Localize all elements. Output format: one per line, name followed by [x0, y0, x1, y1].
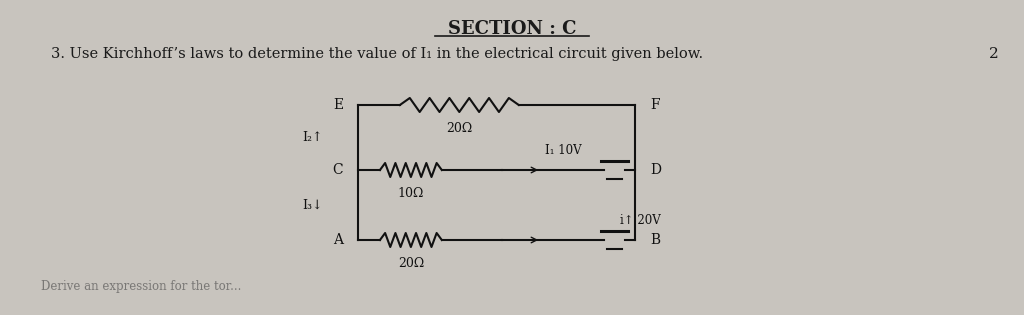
Text: 2: 2: [988, 47, 998, 61]
Text: E: E: [333, 98, 343, 112]
Text: 20Ω: 20Ω: [397, 257, 424, 270]
Text: I₃↓: I₃↓: [302, 198, 323, 211]
Text: C: C: [333, 163, 343, 177]
Text: F: F: [650, 98, 659, 112]
Text: 3. Use Kirchhoff’s laws to determine the value of I₁ in the electrical circuit g: 3. Use Kirchhoff’s laws to determine the…: [51, 47, 703, 61]
Text: I₁ 10V: I₁ 10V: [545, 144, 582, 157]
Text: B: B: [650, 233, 660, 247]
Text: 10Ω: 10Ω: [397, 187, 424, 200]
Text: Derive an expression for the tor...: Derive an expression for the tor...: [41, 280, 242, 293]
Text: 20Ω: 20Ω: [446, 122, 472, 135]
Text: A: A: [333, 233, 343, 247]
Text: I₂↑: I₂↑: [302, 131, 323, 144]
Text: i↑ 20V: i↑ 20V: [620, 214, 660, 227]
Text: D: D: [650, 163, 662, 177]
Text: SECTION : C: SECTION : C: [447, 20, 577, 38]
